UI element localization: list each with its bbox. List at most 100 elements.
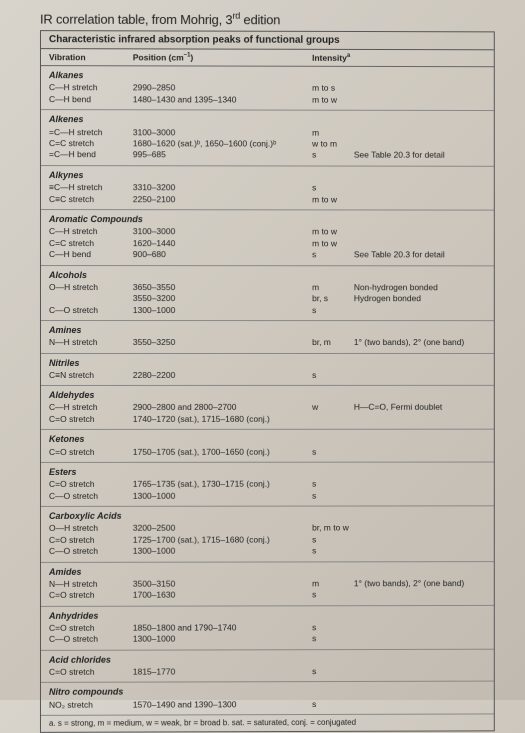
vibration-cell: C—O stretch: [49, 490, 133, 502]
page-title: IR correlation table, from Mohrig, 3rd e…: [40, 10, 495, 28]
vibration-cell: C=O stretch: [49, 667, 133, 679]
position-cell: 3500–3150: [133, 578, 312, 590]
group-name: Acid chlorides: [49, 653, 486, 666]
table-row: C=O stretch1725–1700 (sat.), 1715–1680 (…: [49, 534, 486, 546]
position-cell: 1570–1490 and 1390–1300: [133, 699, 312, 711]
vibration-cell: =C—H stretch: [49, 127, 133, 139]
intensity-cell: s: [312, 370, 354, 381]
table-row: C=O stretch1740–1720 (sat.), 1715–1680 (…: [49, 414, 486, 426]
group-alcohols: AlcoholsO—H stretch3650–3550mNon-hydroge…: [41, 266, 494, 322]
position-cell: 3200–2500: [133, 523, 312, 535]
group-name: Ketones: [49, 433, 486, 445]
intensity-cell: s: [312, 249, 354, 260]
note-cell: Hydrogen bonded: [354, 293, 486, 304]
position-cell: 3650–3550: [133, 282, 312, 294]
table-row: O—H stretch3200–2500br, m to w: [49, 523, 486, 535]
vibration-cell: C=O stretch: [49, 446, 133, 458]
group-name: Alkanes: [49, 69, 486, 82]
table-row: ≡C—H stretch3310–3200s: [49, 182, 486, 194]
note-cell: Non-hydrogen bonded: [354, 282, 486, 293]
position-cell: 1765–1735 (sat.), 1730–1715 (conj.): [133, 479, 312, 491]
vibration-cell: C=O stretch: [49, 414, 133, 426]
group-name: Aldehydes: [49, 389, 486, 401]
intensity-cell: m to w: [312, 95, 354, 107]
intensity-cell: s: [312, 446, 354, 457]
vibration-cell: C=O stretch: [49, 590, 133, 602]
intensity-cell: s: [312, 698, 354, 710]
col-intensity: Intensitya: [312, 53, 354, 63]
vibration-cell: C=C stretch: [49, 138, 133, 150]
intensity-cell: s: [312, 183, 354, 194]
intensity-cell: m to s: [312, 83, 354, 95]
footnote: a. s = strong, m = medium, w = weak, br …: [40, 714, 495, 733]
group-esters: EstersC=O stretch1765–1735 (sat.), 1730–…: [41, 463, 494, 508]
vibration-cell: C=O stretch: [49, 623, 133, 635]
vibration-cell: N—H stretch: [49, 337, 133, 348]
position-cell: 1480–1430 and 1395–1340: [133, 94, 312, 106]
intensity-cell: s: [312, 622, 354, 634]
note-cell: H—C=O, Fermi doublet: [354, 402, 486, 413]
intensity-cell: w: [312, 402, 354, 413]
vibration-cell: C—H stretch: [49, 226, 133, 238]
table-row: =C—H stretch3100–3000m: [49, 127, 486, 139]
table-row: C—O stretch1300–1000s: [49, 545, 486, 557]
col-position: Position (cm−1): [133, 53, 312, 63]
intensity-cell: w to m: [312, 139, 354, 151]
vibration-cell: NO₂ stretch: [49, 699, 133, 711]
group-aldehydes: AldehydesC—H stretch2900–2800 and 2800–2…: [41, 386, 494, 430]
group-carboxylic-acids: Carboxylic AcidsO—H stretch3200–2500br, …: [41, 506, 494, 562]
group-name: Amides: [49, 565, 486, 578]
table-row: C—H stretch2900–2800 and 2800–2700wH—C=O…: [49, 402, 486, 414]
intensity-cell: m to w: [312, 238, 354, 249]
table-row: C=O stretch1765–1735 (sat.), 1730–1715 (…: [49, 479, 486, 491]
position-cell: 1850–1800 and 1790–1740: [133, 622, 312, 634]
position-cell: 2900–2800 and 2800–2700: [133, 402, 312, 414]
vibration-cell: C≡C stretch: [49, 194, 133, 206]
position-cell: 2250–2100: [133, 194, 312, 206]
vibration-cell: O—H stretch: [49, 523, 133, 535]
table-row: 3550–3200br, sHydrogen bonded: [49, 293, 486, 305]
position-cell: 3550–3200: [133, 293, 312, 305]
group-anhydrides: AnhydridesC=O stretch1850–1800 and 1790–…: [41, 606, 494, 651]
vibration-cell: C—O stretch: [49, 305, 133, 316]
intensity-cell: s: [312, 666, 354, 678]
position-cell: 1700–1630: [133, 590, 312, 602]
vibration-cell: O—H stretch: [49, 282, 133, 294]
vibration-cell: C—O stretch: [49, 546, 133, 558]
table-row: C=O stretch1700–1630s: [49, 589, 486, 601]
position-cell: 1620–1440: [133, 238, 312, 250]
vibration-cell: C—H bend: [49, 249, 133, 261]
note-cell: See Table 20.3 for detail: [354, 249, 486, 261]
table-row: N—H stretch3500–3150m1° (two bands), 2° …: [49, 578, 486, 590]
group-name: Aromatic Compounds: [49, 213, 486, 226]
intensity-cell: s: [312, 534, 354, 546]
table-row: C—O stretch1300–1000s: [49, 633, 486, 646]
group-name: Alkenes: [49, 114, 486, 127]
table-row: C=O stretch1750–1705 (sat.), 1700–1650 (…: [49, 446, 486, 458]
position-cell: 1680–1620 (sat.)ᵇ, 1650–1600 (conj.)ᵇ: [133, 138, 312, 150]
box-header: Characteristic infrared absorption peaks…: [41, 31, 494, 50]
position-cell: 1740–1720 (sat.), 1715–1680 (conj.): [133, 414, 312, 426]
table-row: C=C stretch1680–1620 (sat.)ᵇ, 1650–1600 …: [49, 138, 486, 150]
note-cell: 1° (two bands), 2° (one band): [354, 337, 486, 348]
table-row: C—H stretch2990–2850m to s: [49, 83, 486, 95]
vibration-cell: C=C stretch: [49, 238, 133, 250]
group-alkynes: Alkynes≡C—H stretch3310–3200sC≡C stretch…: [41, 166, 494, 211]
group-name: Nitriles: [49, 357, 486, 369]
position-cell: 1300–1000: [133, 634, 312, 646]
col-vibration: Vibration: [49, 52, 133, 62]
intensity-cell: m: [312, 578, 354, 590]
column-header-row: Vibration Position (cm−1) Intensitya: [41, 49, 494, 67]
intensity-cell: s: [312, 150, 354, 162]
intensity-cell: s: [312, 305, 354, 316]
vibration-cell: C≡N stretch: [49, 370, 133, 381]
group-name: Anhydrides: [49, 609, 486, 622]
table-row: C=O stretch1815–1770s: [49, 666, 486, 679]
position-cell: 3310–3200: [133, 182, 312, 194]
intensity-cell: m: [312, 282, 354, 293]
table-row: N—H stretch3550–3250br, m1° (two bands),…: [49, 337, 486, 348]
vibration-cell: C—O stretch: [49, 634, 133, 646]
intensity-cell: m: [312, 127, 354, 139]
ir-table: Characteristic infrared absorption peaks…: [40, 30, 495, 715]
table-row: O—H stretch3650–3550mNon-hydrogen bonded: [49, 282, 486, 294]
